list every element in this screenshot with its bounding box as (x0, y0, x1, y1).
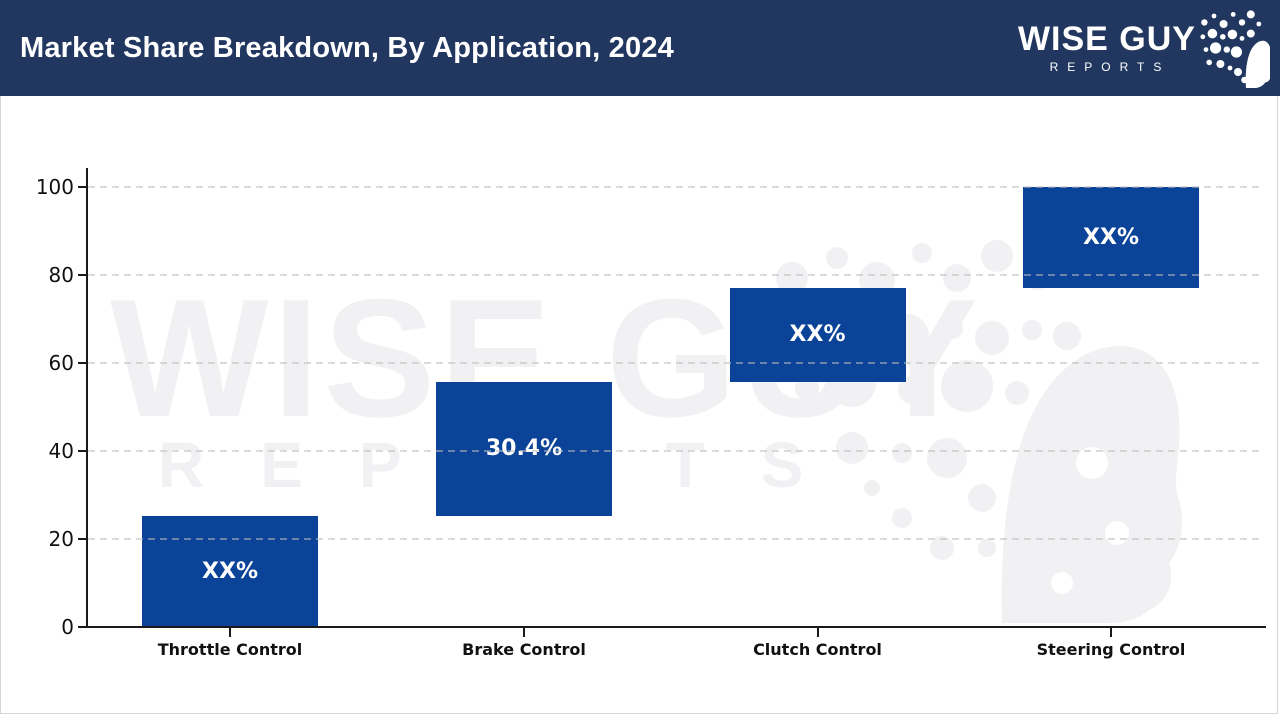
y-axis (86, 168, 88, 628)
y-tick-label: 60 (48, 351, 74, 375)
bar (729, 288, 906, 383)
y-tick-label: 100 (35, 175, 74, 199)
header-bar: Market Share Breakdown, By Application, … (0, 0, 1280, 96)
y-tick-mark (78, 362, 86, 364)
x-tick-mark (1110, 628, 1112, 637)
y-tick-mark (78, 450, 86, 452)
y-tick-mark (78, 186, 86, 188)
brand-logo-face-icon (1200, 10, 1270, 88)
x-tick-mark (816, 628, 819, 637)
x-tick-label: Clutch Control (753, 640, 882, 659)
brand-logo-text: WISE GUY REPORTS (1018, 22, 1196, 74)
bar-value-label: XX% (1083, 224, 1139, 250)
bar-value-label: 30.4% (485, 436, 563, 462)
bar-value-label: XX% (202, 558, 258, 584)
y-tick-label: 40 (48, 439, 74, 463)
bar (436, 382, 612, 517)
x-axis (86, 626, 1266, 628)
bar (1023, 187, 1199, 289)
x-tick-mark (523, 628, 525, 637)
brand-logo-name: WISE GUY (1017, 20, 1196, 58)
bar (142, 516, 318, 627)
y-tick-mark (78, 538, 86, 540)
x-tick-label: Brake Control (462, 640, 586, 659)
y-tick-mark (78, 274, 86, 276)
y-tick-mark (78, 626, 86, 628)
y-tick-label: 20 (48, 527, 74, 551)
x-tick-label: Throttle Control (157, 640, 303, 659)
x-tick-label: Steering Control (1036, 640, 1186, 659)
y-tick-label: 80 (48, 263, 74, 287)
brand-logo: WISE GUY REPORTS (1018, 6, 1270, 90)
brand-logo-subtitle: REPORTS (1049, 60, 1171, 74)
chart-title: Market Share Breakdown, By Application, … (20, 31, 674, 64)
bar-value-label: XX% (789, 322, 846, 348)
x-tick-mark (229, 628, 231, 637)
y-tick-label: 0 (61, 615, 74, 639)
